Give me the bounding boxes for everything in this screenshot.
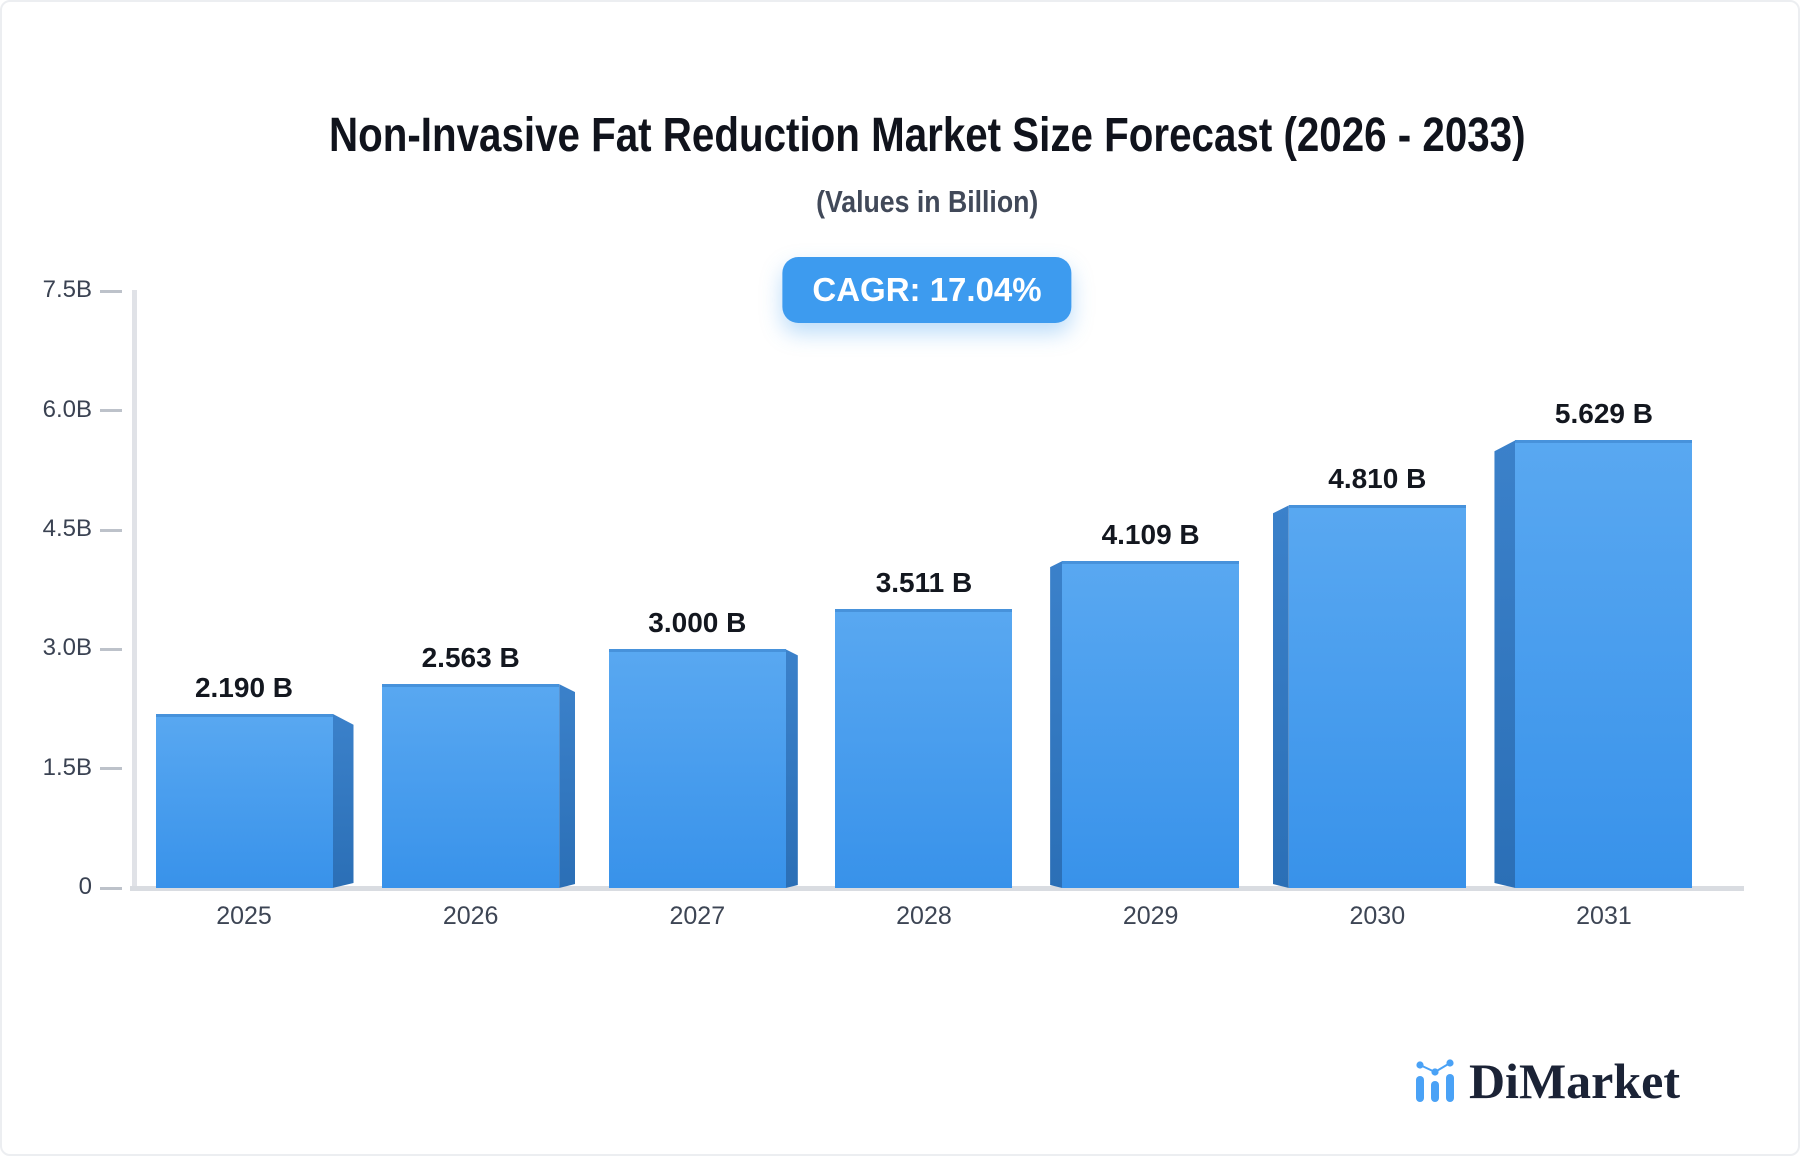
bar-side-3d — [786, 649, 798, 888]
dimarket-logo-text: DiMarket — [1468, 1053, 1680, 1109]
y-tick-label: 4.5B — [42, 515, 92, 543]
bar[interactable] — [1288, 505, 1466, 888]
x-axis-line — [130, 886, 1744, 891]
bar-value-label: 3.511 B — [875, 566, 973, 598]
chart-title: Non-Invasive Fat Reduction Market Size F… — [328, 109, 1526, 162]
x-tick-label: 2031 — [1576, 902, 1632, 930]
x-tick-label: 2029 — [1122, 902, 1179, 930]
bar-side-3d — [1273, 505, 1289, 888]
bar[interactable] — [608, 649, 786, 888]
bar-side-3d — [1494, 440, 1515, 888]
bar[interactable] — [1062, 561, 1240, 888]
bar-side-3d — [1050, 561, 1062, 888]
y-tick-label: 7.5B — [42, 276, 92, 304]
bar-value-label: 4.810 B — [1328, 463, 1427, 495]
x-tick-label: 2030 — [1349, 902, 1406, 930]
bar-value-label: 2.563 B — [421, 642, 520, 674]
bar-value-label: 2.190 B — [194, 671, 294, 703]
y-tick-dash — [100, 767, 122, 771]
y-tick-dash — [100, 528, 122, 532]
bar-value-label: 3.000 B — [648, 607, 747, 639]
dimarket-logo: DiMarket — [1414, 1053, 1680, 1109]
y-axis-line — [132, 290, 137, 890]
y-tick-label: 0 — [78, 873, 92, 900]
x-tick-label: 2028 — [896, 902, 952, 930]
bar[interactable] — [155, 713, 333, 888]
bar-side-3d — [333, 714, 354, 888]
x-tick-label: 2025 — [216, 902, 272, 930]
bar[interactable] — [382, 684, 560, 888]
y-tick-label: 3.0B — [42, 634, 92, 662]
bar-value-label: 4.109 B — [1101, 519, 1200, 551]
y-tick-label: 1.5B — [42, 753, 92, 781]
chart-subtitle: (Values in Billion) — [815, 184, 1039, 219]
y-tick-label: 6.0B — [42, 395, 92, 423]
y-tick-dash — [100, 409, 122, 413]
bar-side-3d — [559, 684, 575, 888]
bar-value-label: 5.629 B — [1554, 398, 1653, 430]
x-tick-label: 2027 — [669, 902, 726, 930]
y-tick-dash — [100, 647, 122, 651]
cagr-badge: CAGR: 17.04% — [782, 257, 1072, 323]
y-tick-dash — [100, 289, 122, 293]
bar[interactable] — [1515, 440, 1693, 888]
x-tick-label: 2026 — [442, 902, 499, 930]
bar[interactable] — [835, 608, 1013, 888]
y-tick-dash — [100, 886, 122, 890]
bar-line-chart-icon — [1415, 1059, 1454, 1102]
